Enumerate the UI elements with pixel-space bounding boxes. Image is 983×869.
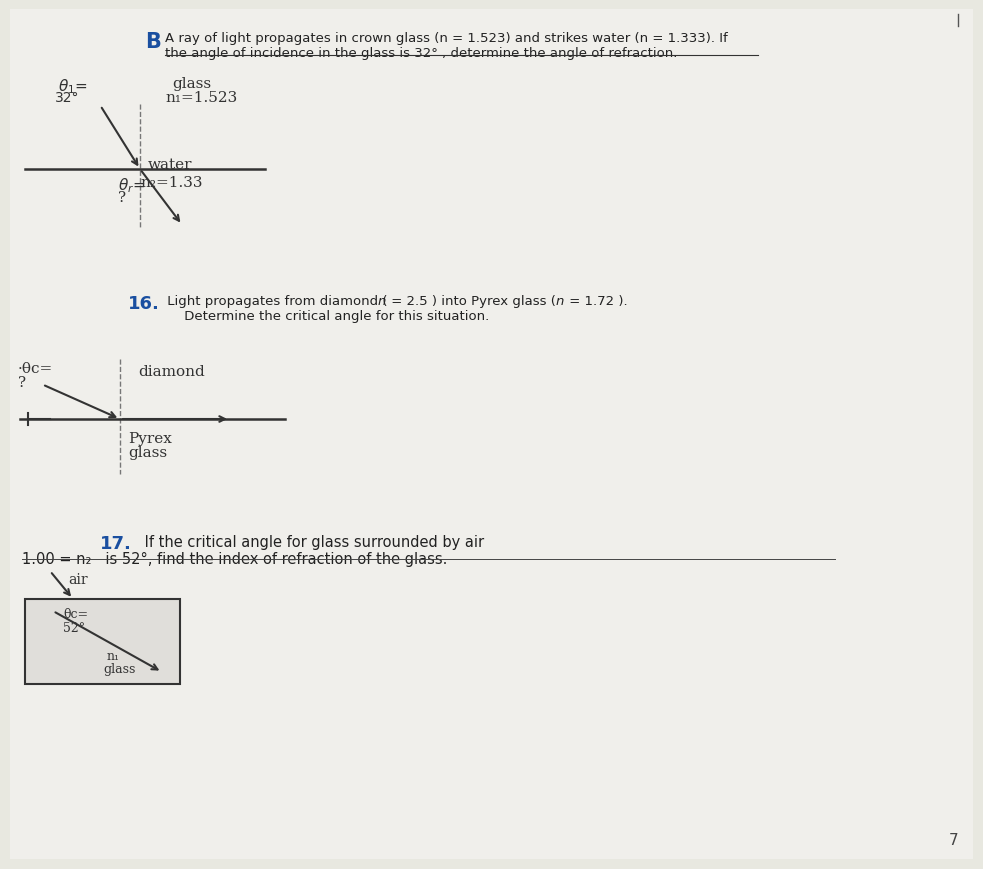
Text: $\theta_r$=: $\theta_r$= bbox=[118, 176, 145, 195]
Text: = 2.5 ) into Pyrex glass (: = 2.5 ) into Pyrex glass ( bbox=[387, 295, 555, 308]
Text: n₁=1.523: n₁=1.523 bbox=[165, 91, 237, 105]
Text: $\theta_1$=: $\theta_1$= bbox=[58, 77, 87, 96]
Bar bbox=[25, 600, 180, 684]
Text: water: water bbox=[148, 158, 193, 172]
Text: θc=: θc= bbox=[63, 607, 88, 620]
Text: Light propagates from diamond (: Light propagates from diamond ( bbox=[163, 295, 387, 308]
Text: B: B bbox=[145, 32, 161, 52]
Text: 52°: 52° bbox=[63, 621, 86, 634]
Text: 7: 7 bbox=[949, 832, 958, 847]
Text: n₁: n₁ bbox=[107, 649, 120, 662]
Text: Pyrex: Pyrex bbox=[128, 432, 172, 446]
Text: glass: glass bbox=[172, 77, 211, 91]
Text: ?: ? bbox=[118, 191, 126, 205]
Text: diamond: diamond bbox=[138, 365, 204, 379]
Text: ·θc=: ·θc= bbox=[18, 362, 53, 375]
Text: = 1.72 ).: = 1.72 ). bbox=[565, 295, 627, 308]
Text: ?: ? bbox=[18, 375, 27, 389]
Text: glass: glass bbox=[103, 662, 136, 675]
Text: glass: glass bbox=[128, 446, 167, 460]
Text: the angle of incidence in the glass is 32° , determine the angle of refraction.: the angle of incidence in the glass is 3… bbox=[165, 47, 677, 60]
Text: Determine the critical angle for this situation.: Determine the critical angle for this si… bbox=[163, 309, 490, 322]
Text: A ray of light propagates in crown glass (n = 1.523) and strikes water (n = 1.33: A ray of light propagates in crown glass… bbox=[165, 32, 727, 45]
Text: n₂=1.33: n₂=1.33 bbox=[140, 176, 202, 189]
Text: n: n bbox=[378, 295, 386, 308]
Text: 32°: 32° bbox=[55, 91, 80, 105]
Text: air: air bbox=[68, 573, 87, 587]
Text: 1.00 = n₂   is 52°, find the index of refraction of the glass.: 1.00 = n₂ is 52°, find the index of refr… bbox=[22, 551, 447, 567]
Text: n: n bbox=[556, 295, 564, 308]
Text: If the critical angle for glass surrounded by air: If the critical angle for glass surround… bbox=[140, 534, 484, 549]
Text: 17.: 17. bbox=[100, 534, 132, 553]
Text: 16.: 16. bbox=[128, 295, 160, 313]
